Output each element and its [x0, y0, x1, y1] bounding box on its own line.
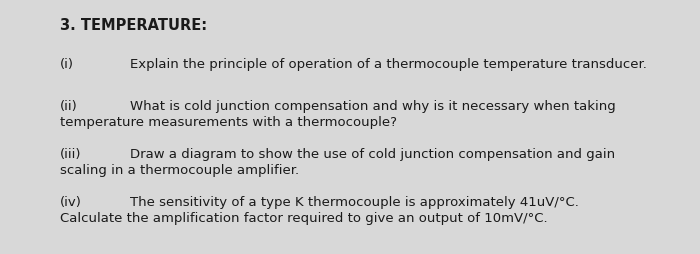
Text: temperature measurements with a thermocouple?: temperature measurements with a thermoco…: [60, 116, 397, 129]
Text: The sensitivity of a type K thermocouple is approximately 41uV/°C.: The sensitivity of a type K thermocouple…: [130, 195, 579, 208]
Text: (ii): (ii): [60, 100, 78, 113]
Text: What is cold junction compensation and why is it necessary when taking: What is cold junction compensation and w…: [130, 100, 616, 113]
Text: (iv): (iv): [60, 195, 82, 208]
Text: (i): (i): [60, 58, 74, 71]
Text: Calculate the amplification factor required to give an output of 10mV/°C.: Calculate the amplification factor requi…: [60, 211, 547, 224]
Text: Draw a diagram to show the use of cold junction compensation and gain: Draw a diagram to show the use of cold j…: [130, 147, 615, 160]
Text: 3. TEMPERATURE:: 3. TEMPERATURE:: [60, 18, 207, 33]
Text: Explain the principle of operation of a thermocouple temperature transducer.: Explain the principle of operation of a …: [130, 58, 647, 71]
Text: (iii): (iii): [60, 147, 81, 160]
Text: scaling in a thermocouple amplifier.: scaling in a thermocouple amplifier.: [60, 163, 299, 176]
